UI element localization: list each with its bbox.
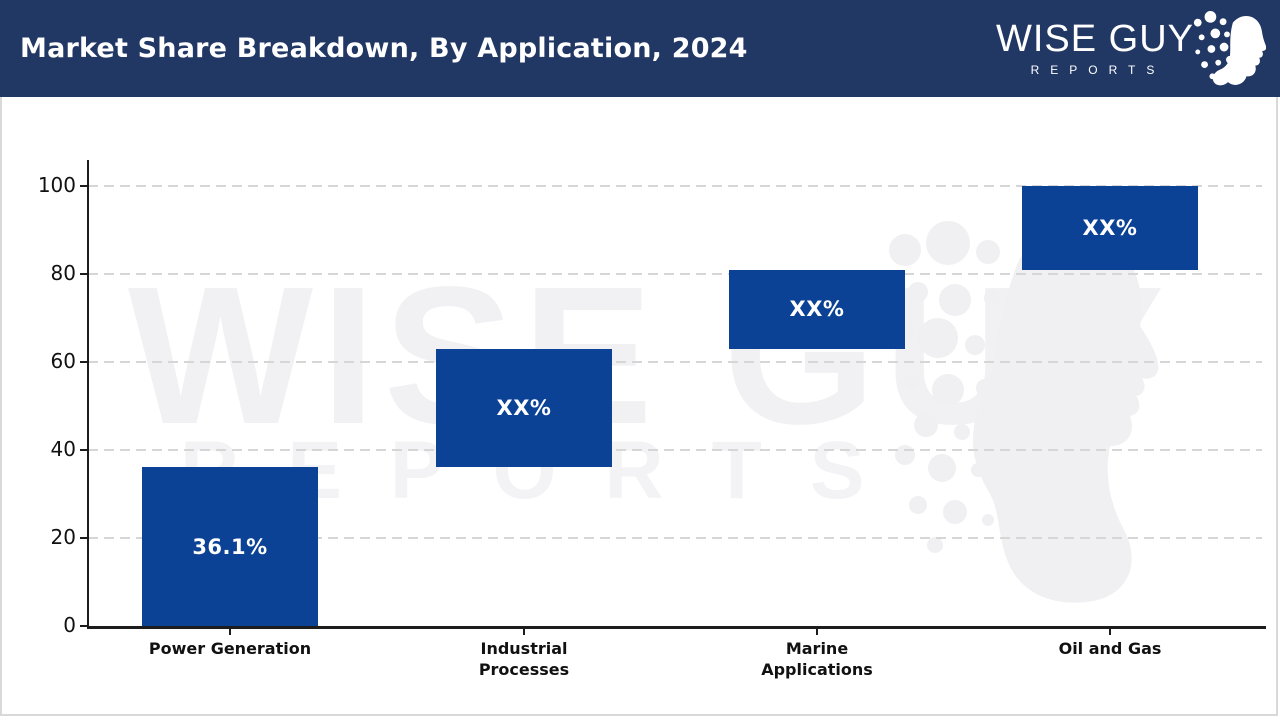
bar-oil-and-gas: XX% xyxy=(1022,186,1198,270)
x-axis-line xyxy=(87,626,1266,629)
y-axis-tick-60 xyxy=(80,361,88,363)
bar-power-generation: 36.1% xyxy=(142,467,318,626)
y-axis-tick-label: 100 xyxy=(37,173,76,197)
y-axis-tick-label: 80 xyxy=(50,261,76,285)
x-axis-tick-industrial-processes xyxy=(523,626,525,635)
bar-value-label: XX% xyxy=(789,297,845,322)
category-label-line: Marine xyxy=(785,639,849,658)
y-axis-tick-40 xyxy=(80,449,88,451)
bar-value-label: XX% xyxy=(496,395,552,420)
gridline-40 xyxy=(88,449,1262,451)
y-axis-tick-label: 0 xyxy=(63,613,76,637)
watermark-face-icon xyxy=(889,221,1159,603)
category-label-line: Oil and Gas xyxy=(1058,639,1162,658)
x-axis-category-label-industrial-processes: Industrial Processes xyxy=(404,638,644,680)
category-label-line: Applications xyxy=(761,660,873,679)
y-axis-tick-80 xyxy=(80,273,88,275)
x-axis-tick-oil-and-gas xyxy=(1109,626,1111,635)
bar-value-label: XX% xyxy=(1082,215,1138,240)
gridline-60 xyxy=(88,361,1262,363)
header-bar: Market Share Breakdown, By Application, … xyxy=(0,0,1280,97)
brand-logo-text: WISE GUY REPORTS xyxy=(996,20,1194,77)
category-label-line: Power Generation xyxy=(148,639,312,658)
gridline-100 xyxy=(88,185,1262,187)
bar-value-label: 36.1% xyxy=(192,534,268,559)
y-axis-tick-0 xyxy=(80,625,88,627)
category-label-line: Industrial xyxy=(480,639,568,658)
gridline-20 xyxy=(88,537,1262,539)
gridline-80 xyxy=(88,273,1262,275)
y-axis-line xyxy=(87,160,89,629)
x-axis-tick-marine-applications xyxy=(816,626,818,635)
bar-industrial-processes: XX% xyxy=(436,348,612,468)
brand-logo: WISE GUY REPORTS xyxy=(996,7,1266,91)
brand-subtitle: REPORTS xyxy=(1030,63,1166,77)
brand-wordmark: WISE GUY xyxy=(995,18,1194,60)
y-axis-tick-label: 40 xyxy=(50,437,76,461)
x-axis-tick-power-generation xyxy=(229,626,231,635)
brand-face-icon xyxy=(1193,10,1266,85)
y-axis-tick-100 xyxy=(80,185,88,187)
x-axis-category-label-oil-and-gas: Oil and Gas xyxy=(990,638,1230,659)
y-axis-tick-20 xyxy=(80,537,88,539)
chart-title: Market Share Breakdown, By Application, … xyxy=(20,33,748,64)
x-axis-category-label-power-generation: Power Generation xyxy=(110,638,350,659)
x-axis-category-label-marine-applications: Marine Applications xyxy=(697,638,937,680)
y-axis-tick-label: 60 xyxy=(50,349,76,373)
category-label-line: Processes xyxy=(478,660,570,679)
y-axis-tick-label: 20 xyxy=(50,525,76,549)
bar-marine-applications: XX% xyxy=(729,269,905,349)
